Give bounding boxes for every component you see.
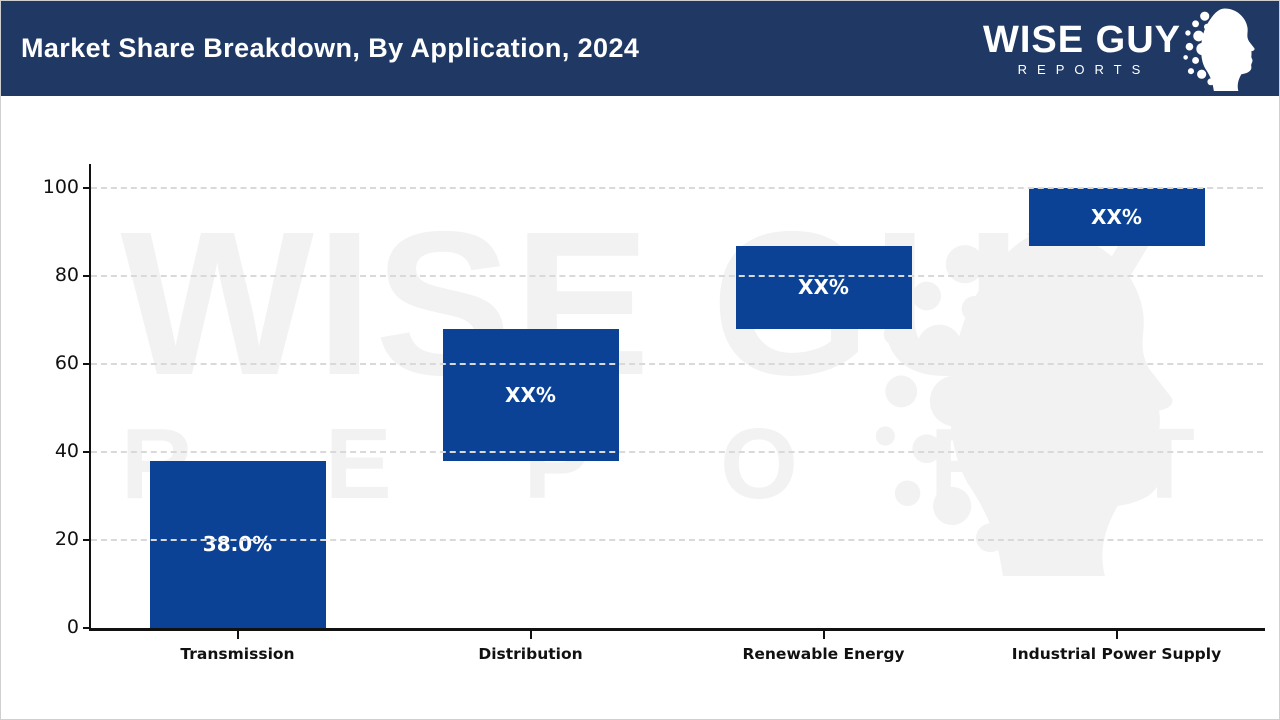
xcat-label-3: Industrial Power Supply [1011, 645, 1222, 663]
gridline-80 [91, 275, 1263, 277]
brand-name: WISE GUY [982, 19, 1181, 61]
bar-value-label: 38.0% [202, 532, 273, 557]
bar-value-label: XX% [505, 382, 556, 407]
brand-logo: WISE GUY REPORTS [983, 7, 1263, 91]
y-axis-line [89, 164, 91, 630]
brand-logo-text: WISE GUY REPORTS [983, 21, 1181, 76]
gridline-20 [91, 539, 1263, 541]
bar-distribution: XX% [442, 328, 619, 461]
ytick-label-60: 60 [54, 352, 79, 374]
x-axis-line [89, 628, 1265, 631]
brand-subname: REPORTS [1017, 62, 1151, 77]
xcat-label-0: Transmission [180, 645, 295, 663]
dotted-head-profile-icon [1183, 8, 1255, 91]
bar-value-label: XX% [798, 275, 849, 300]
gridline-100 [91, 187, 1263, 189]
ytick-label-0: 0 [66, 616, 79, 638]
ytick-label-80: 80 [54, 264, 79, 286]
ytick-mark-40 [83, 451, 91, 453]
bar-renewable-energy: XX% [735, 246, 912, 329]
xtick-mark-3 [1115, 631, 1118, 639]
ytick-mark-0 [83, 627, 91, 629]
bar-value-label: XX% [1091, 205, 1142, 230]
bar-industrial-power-supply: XX% [1028, 188, 1205, 247]
xcat-label-1: Distribution [478, 645, 583, 663]
ytick-mark-100 [83, 187, 91, 189]
page-title: Market Share Breakdown, By Application, … [21, 33, 640, 63]
chart-area: WISE GUY R E P O R T S 02040608010038.0%… [1, 96, 1279, 719]
header-bar: Market Share Breakdown, By Application, … [1, 1, 1279, 96]
bar-transmission: 38.0% [149, 460, 326, 628]
xtick-mark-1 [529, 631, 532, 639]
xcat-label-2: Renewable Energy [742, 645, 905, 663]
ytick-label-20: 20 [54, 528, 79, 550]
ytick-label-40: 40 [54, 440, 79, 462]
ytick-mark-60 [83, 363, 91, 365]
xtick-mark-2 [822, 631, 825, 639]
ytick-mark-80 [83, 275, 91, 277]
gridline-40 [91, 451, 1263, 453]
watermark-head-icon [875, 232, 1173, 576]
ytick-mark-20 [83, 539, 91, 541]
xtick-mark-0 [236, 631, 239, 639]
ytick-label-100: 100 [42, 176, 79, 198]
gridline-60 [91, 363, 1263, 365]
